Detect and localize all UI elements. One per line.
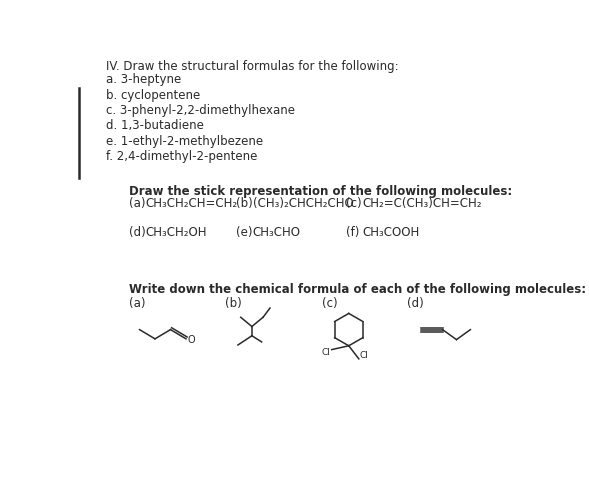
Text: IV. Draw the structural formulas for the following:: IV. Draw the structural formulas for the…: [106, 60, 399, 73]
Text: (b): (b): [236, 197, 253, 210]
Text: (f): (f): [346, 225, 360, 239]
Text: Draw the stick representation of the following molecules:: Draw the stick representation of the fol…: [130, 185, 512, 198]
Text: (c): (c): [346, 197, 362, 210]
Text: Cl: Cl: [360, 351, 369, 360]
Text: (d): (d): [130, 225, 146, 239]
Text: f. 2,4-dimethyl-2-pentene: f. 2,4-dimethyl-2-pentene: [106, 150, 257, 163]
Text: CH₂=C(CH₃)CH=CH₂: CH₂=C(CH₃)CH=CH₂: [363, 197, 482, 210]
Text: CH₃CH₂OH: CH₃CH₂OH: [145, 225, 207, 239]
Text: (c): (c): [322, 297, 337, 309]
Text: (a): (a): [130, 297, 146, 309]
Text: (e): (e): [236, 225, 253, 239]
Text: b. cyclopentene: b. cyclopentene: [106, 89, 200, 102]
Text: (d): (d): [407, 297, 423, 309]
Text: (b): (b): [225, 297, 241, 309]
Text: e. 1-ethyl-2-methylbezene: e. 1-ethyl-2-methylbezene: [106, 135, 263, 148]
Text: d. 1,3-butadiene: d. 1,3-butadiene: [106, 120, 204, 132]
Text: (a): (a): [130, 197, 146, 210]
Text: (CH₃)₂CHCH₂CHO: (CH₃)₂CHCH₂CHO: [253, 197, 353, 210]
Text: Cl: Cl: [322, 348, 330, 357]
Text: O: O: [187, 335, 195, 345]
Text: CH₃CHO: CH₃CHO: [253, 225, 300, 239]
Text: c. 3-phenyl-2,2-dimethylhexane: c. 3-phenyl-2,2-dimethylhexane: [106, 104, 295, 117]
Text: CH₃CH₂CH=CH₂: CH₃CH₂CH=CH₂: [145, 197, 238, 210]
Text: Write down the chemical formula of each of the following molecules:: Write down the chemical formula of each …: [130, 284, 587, 296]
Text: a. 3-heptyne: a. 3-heptyne: [106, 73, 181, 86]
Text: CH₃COOH: CH₃COOH: [363, 225, 420, 239]
